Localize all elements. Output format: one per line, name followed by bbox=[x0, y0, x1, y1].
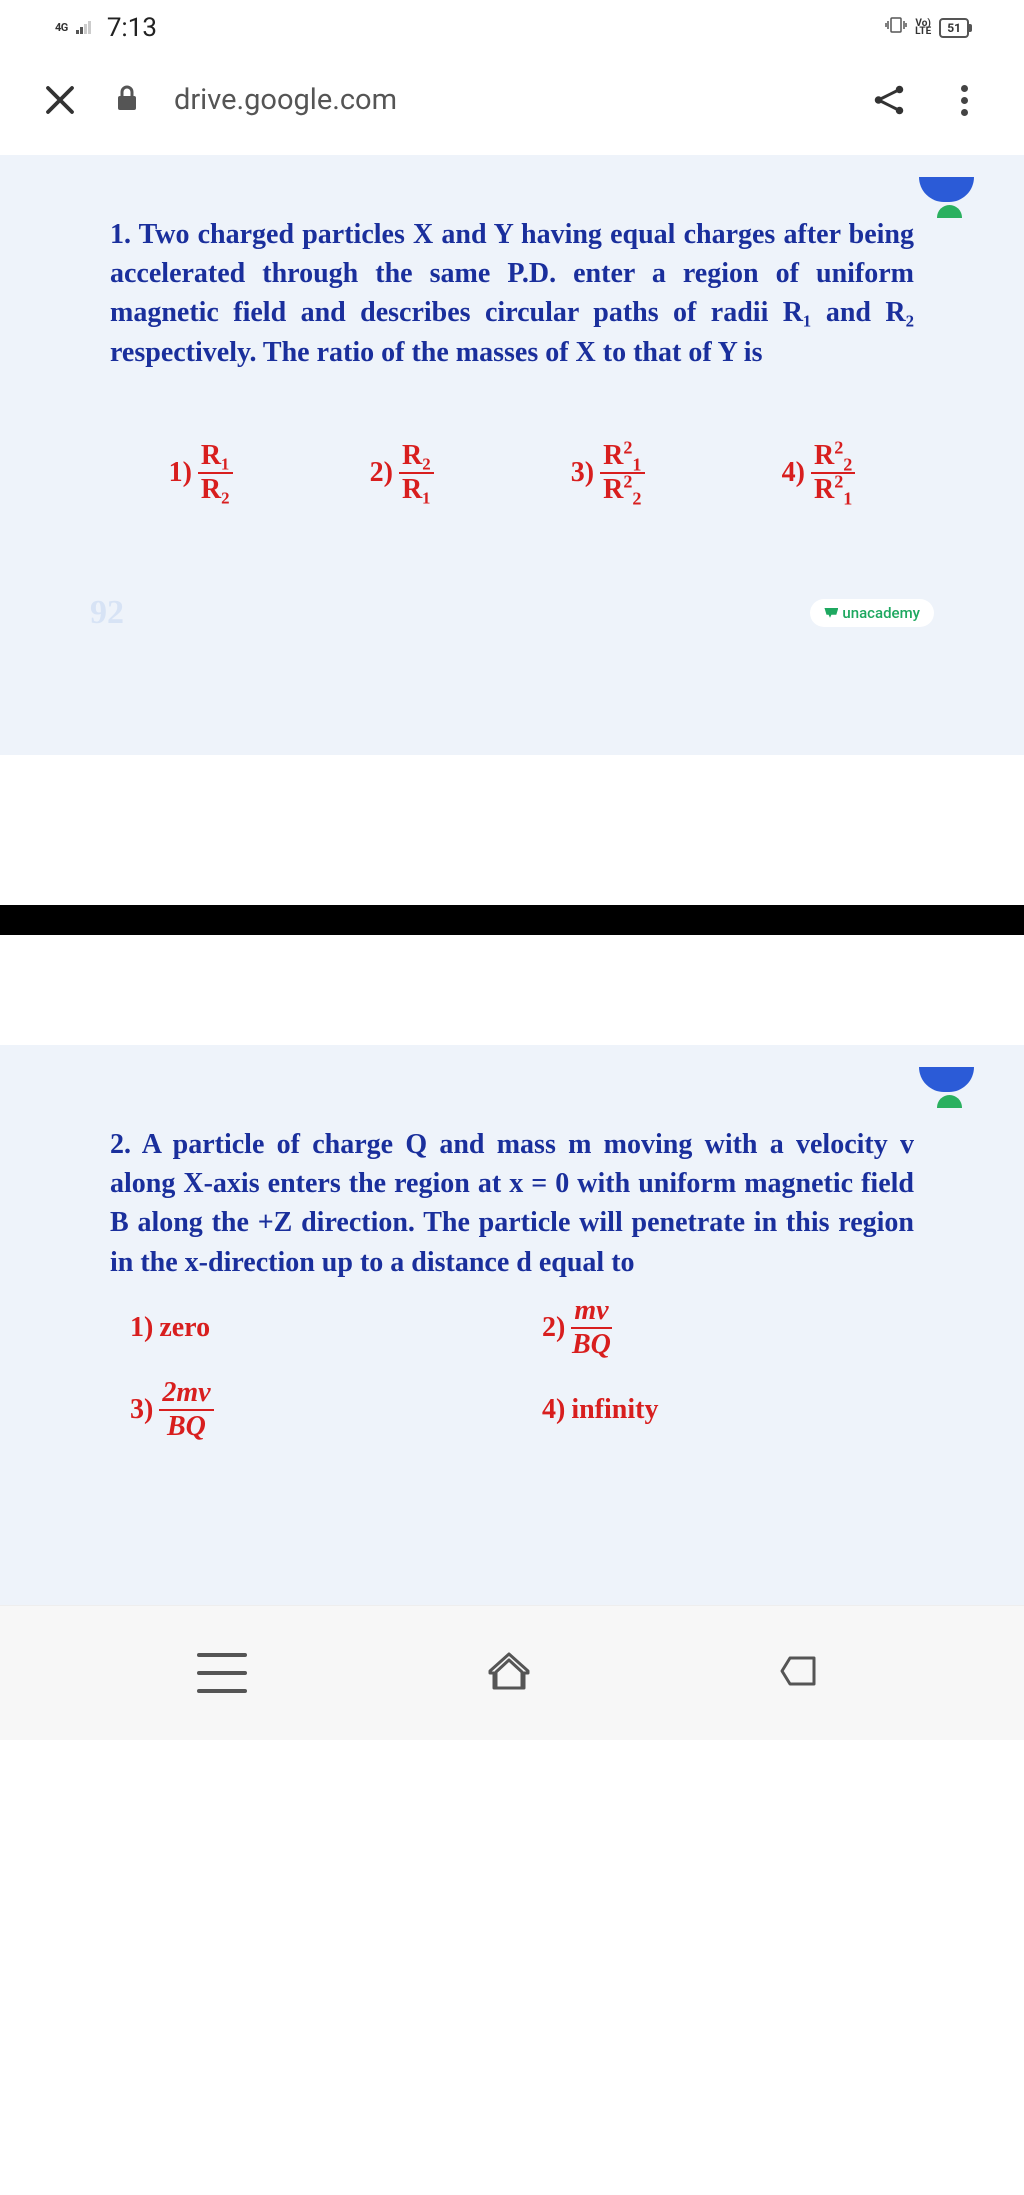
status-right: Vo)LTE 51 bbox=[885, 15, 969, 40]
browser-toolbar: drive.google.com bbox=[0, 55, 1024, 155]
option-number: 2) bbox=[370, 457, 393, 489]
option-number: 3) bbox=[130, 1394, 153, 1426]
option-text: zero bbox=[159, 1312, 210, 1344]
option-number: 4) bbox=[782, 457, 805, 489]
option-number: 3) bbox=[571, 457, 594, 489]
unacademy-logo-icon bbox=[919, 177, 979, 217]
share-button[interactable] bbox=[869, 80, 909, 120]
lte-label: Vo)LTE bbox=[915, 20, 931, 36]
divider bbox=[0, 905, 1024, 935]
question-number: 2. bbox=[110, 1129, 131, 1160]
question-body: A particle of charge Q and mass m moving… bbox=[110, 1129, 914, 1278]
slide-number: 92 bbox=[90, 594, 124, 632]
status-bar: 4G 7:13 Vo)LTE 51 bbox=[0, 0, 1024, 55]
more-menu-button[interactable] bbox=[944, 80, 984, 120]
option-4[interactable]: 4) infinity bbox=[542, 1379, 914, 1441]
option-4[interactable]: 4) R22 R21 bbox=[782, 442, 856, 504]
clock-time: 7:13 bbox=[107, 13, 157, 43]
slide-footer: 92 unacademy bbox=[80, 594, 944, 632]
option-1[interactable]: 1) zero bbox=[130, 1297, 502, 1359]
system-nav-bar bbox=[0, 1605, 1024, 1740]
url-text[interactable]: drive.google.com bbox=[174, 83, 834, 117]
option-number: 4) bbox=[542, 1394, 565, 1426]
option-number: 1) bbox=[169, 457, 192, 489]
question-slide-2: 2. A particle of charge Q and mass m mov… bbox=[0, 1045, 1024, 1605]
recent-apps-button[interactable] bbox=[197, 1653, 247, 1693]
option-3[interactable]: 3) R21 R22 bbox=[571, 442, 645, 504]
question-slide-1: 1. Two charged particles X and Y having … bbox=[0, 155, 1024, 755]
question-body: Two charged particles X and Y having equ… bbox=[110, 219, 914, 368]
option-2[interactable]: 2) R₂ R₁ bbox=[370, 442, 434, 504]
option-text: infinity bbox=[571, 1394, 658, 1426]
option-fraction: 2mv BQ bbox=[159, 1379, 213, 1441]
unacademy-logo-icon bbox=[919, 1067, 979, 1107]
option-1[interactable]: 1) R₁ R₂ bbox=[169, 442, 233, 504]
option-3[interactable]: 3) 2mv BQ bbox=[130, 1379, 502, 1441]
option-number: 1) bbox=[130, 1312, 153, 1344]
option-fraction: R₂ R₁ bbox=[399, 442, 434, 504]
option-fraction: R21 R22 bbox=[600, 442, 644, 504]
close-button[interactable] bbox=[40, 80, 80, 120]
gap bbox=[0, 935, 1024, 1045]
unacademy-badge: unacademy bbox=[810, 599, 934, 627]
back-button[interactable] bbox=[772, 1646, 827, 1700]
question-2-text: 2. A particle of charge Q and mass m mov… bbox=[80, 1125, 944, 1282]
option-fraction: R₁ R₂ bbox=[198, 442, 233, 504]
lock-icon bbox=[115, 84, 139, 116]
gap bbox=[0, 755, 1024, 905]
option-fraction: R22 R21 bbox=[811, 442, 855, 504]
status-left: 4G 7:13 bbox=[55, 13, 157, 43]
option-number: 2) bbox=[542, 1312, 565, 1344]
question-1-text: 1. Two charged particles X and Y having … bbox=[80, 215, 944, 372]
option-2[interactable]: 2) mv BQ bbox=[542, 1297, 914, 1359]
option-fraction: mv BQ bbox=[571, 1297, 611, 1359]
signal-4g-label: 4G bbox=[55, 21, 68, 34]
question-2-options: 1) zero 2) mv BQ 3) 2mv BQ 4) infinity bbox=[80, 1297, 944, 1441]
question-number: 1. bbox=[110, 219, 131, 250]
question-1-options: 1) R₁ R₂ 2) R₂ R₁ 3) R21 R22 bbox=[80, 442, 944, 504]
battery-level: 51 bbox=[939, 18, 969, 38]
home-button[interactable] bbox=[482, 1646, 537, 1700]
signal-bars-icon bbox=[76, 21, 91, 34]
page-content: 1. Two charged particles X and Y having … bbox=[0, 155, 1024, 1605]
vibrate-icon bbox=[885, 15, 907, 40]
